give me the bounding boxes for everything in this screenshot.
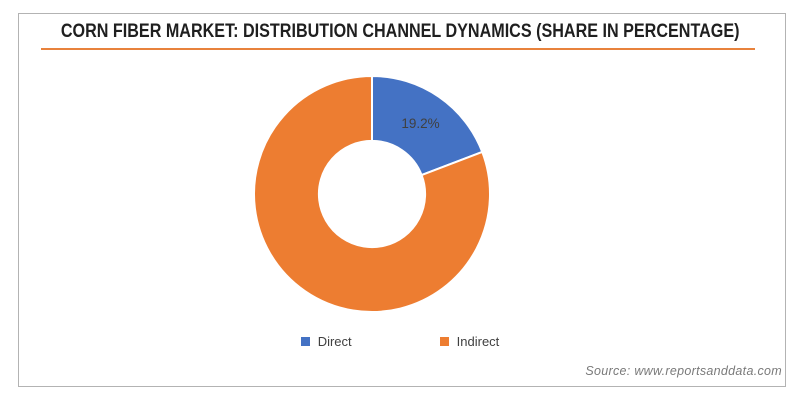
source-note: Source: www.reportsanddata.com <box>585 364 782 378</box>
legend-item-direct: Direct <box>300 334 352 349</box>
legend-label-indirect: Indirect <box>456 334 500 349</box>
slice-indirect <box>253 75 491 313</box>
legend-swatch-indirect <box>439 337 449 346</box>
chart-legend: Direct Indirect <box>0 334 800 349</box>
legend-label-direct: Direct <box>317 334 352 349</box>
chart-title-wrap: CORN FIBER MARKET: DISTRIBUTION CHANNEL … <box>0 21 800 43</box>
legend-swatch-direct <box>300 337 310 346</box>
title-underline <box>41 48 755 50</box>
slice-label: 19.2% <box>401 116 439 131</box>
legend-item-indirect: Indirect <box>439 334 500 349</box>
slice-direct <box>371 75 484 177</box>
chart-frame <box>18 13 786 387</box>
chart-title: CORN FIBER MARKET: DISTRIBUTION CHANNEL … <box>60 21 740 42</box>
